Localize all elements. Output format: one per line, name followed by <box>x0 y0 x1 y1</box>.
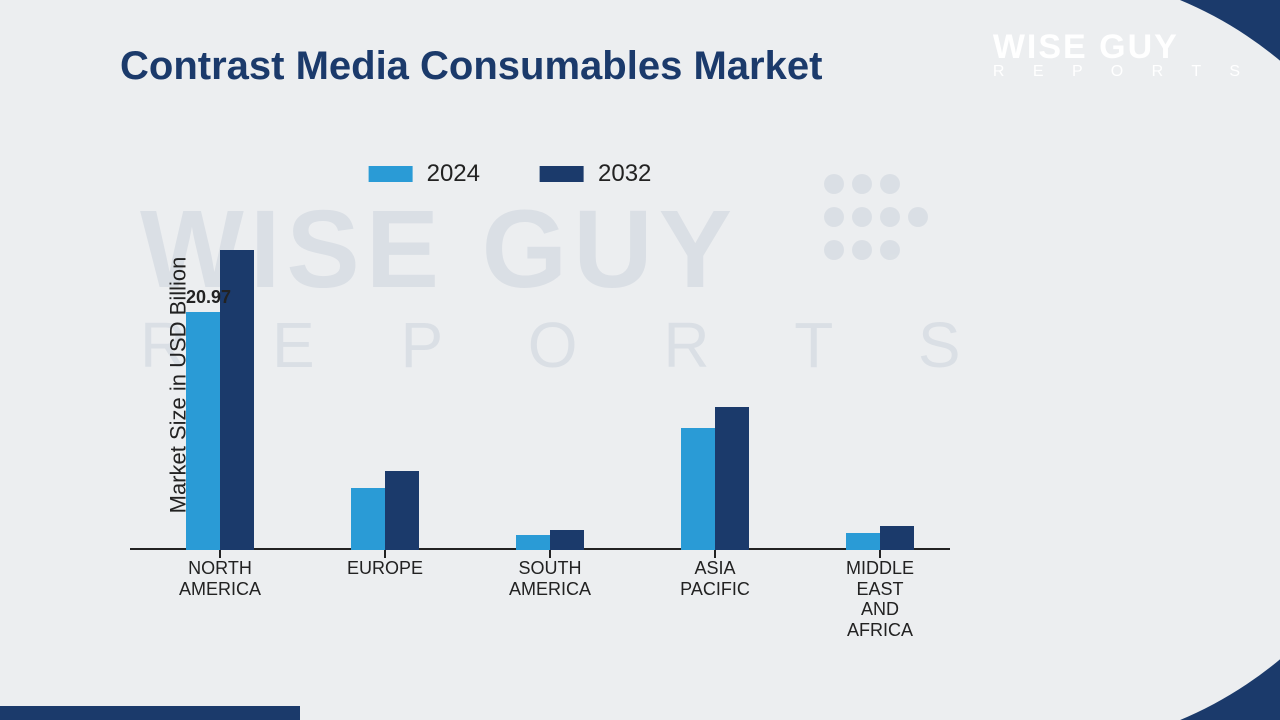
legend-label-2024: 2024 <box>427 160 480 188</box>
category-label: EUROPE <box>315 558 455 579</box>
brand-line1: WISE GUY <box>993 28 1252 67</box>
bars <box>820 210 940 550</box>
category-label: NORTHAMERICA <box>150 558 290 599</box>
chart-canvas: WISE GUY R E P O R T S Contrast Media Co… <box>0 0 1280 720</box>
bar <box>880 526 914 550</box>
x-tick <box>549 550 551 558</box>
chart-title: Contrast Media Consumables Market <box>120 44 822 89</box>
bar-group: 20.97NORTHAMERICA <box>160 210 280 550</box>
bar: 20.97 <box>186 312 220 550</box>
legend-swatch-2024 <box>369 166 413 182</box>
category-label: MIDDLEEASTANDAFRICA <box>810 558 950 641</box>
x-tick <box>219 550 221 558</box>
legend-item-2024: 2024 <box>369 160 480 188</box>
legend-swatch-2032 <box>540 166 584 182</box>
bars <box>490 210 610 550</box>
brand-line2: R E P O R T S <box>993 63 1252 81</box>
bar-value-label: 20.97 <box>186 287 231 308</box>
legend-label-2032: 2032 <box>598 160 651 188</box>
bar-chart: Market Size in USD Billion 2024 2032 20.… <box>60 150 960 620</box>
bar <box>846 533 880 550</box>
bar-group: SOUTHAMERICA <box>490 210 610 550</box>
x-tick <box>714 550 716 558</box>
bar <box>715 407 749 550</box>
category-label: ASIAPACIFIC <box>645 558 785 599</box>
bar <box>550 530 584 550</box>
bars <box>655 210 775 550</box>
plot-area: 20.97NORTHAMERICA EUROPE SOUTHAMERICA ASIAP… <box>130 210 950 550</box>
bar-group: MIDDLEEASTANDAFRICA <box>820 210 940 550</box>
x-tick <box>384 550 386 558</box>
bottom-accent-bar <box>0 706 300 720</box>
x-tick <box>879 550 881 558</box>
bar <box>681 428 715 550</box>
bars: 20.97 <box>160 210 280 550</box>
category-label: SOUTHAMERICA <box>480 558 620 599</box>
bar-group: EUROPE <box>325 210 445 550</box>
legend: 2024 2032 <box>369 160 652 188</box>
bar <box>516 535 550 550</box>
bar <box>351 488 385 550</box>
bars <box>325 210 445 550</box>
bar <box>385 471 419 550</box>
brand-logo: WISE GUY R E P O R T S <box>993 28 1252 81</box>
bar-group: ASIAPACIFIC <box>655 210 775 550</box>
legend-item-2032: 2032 <box>540 160 651 188</box>
